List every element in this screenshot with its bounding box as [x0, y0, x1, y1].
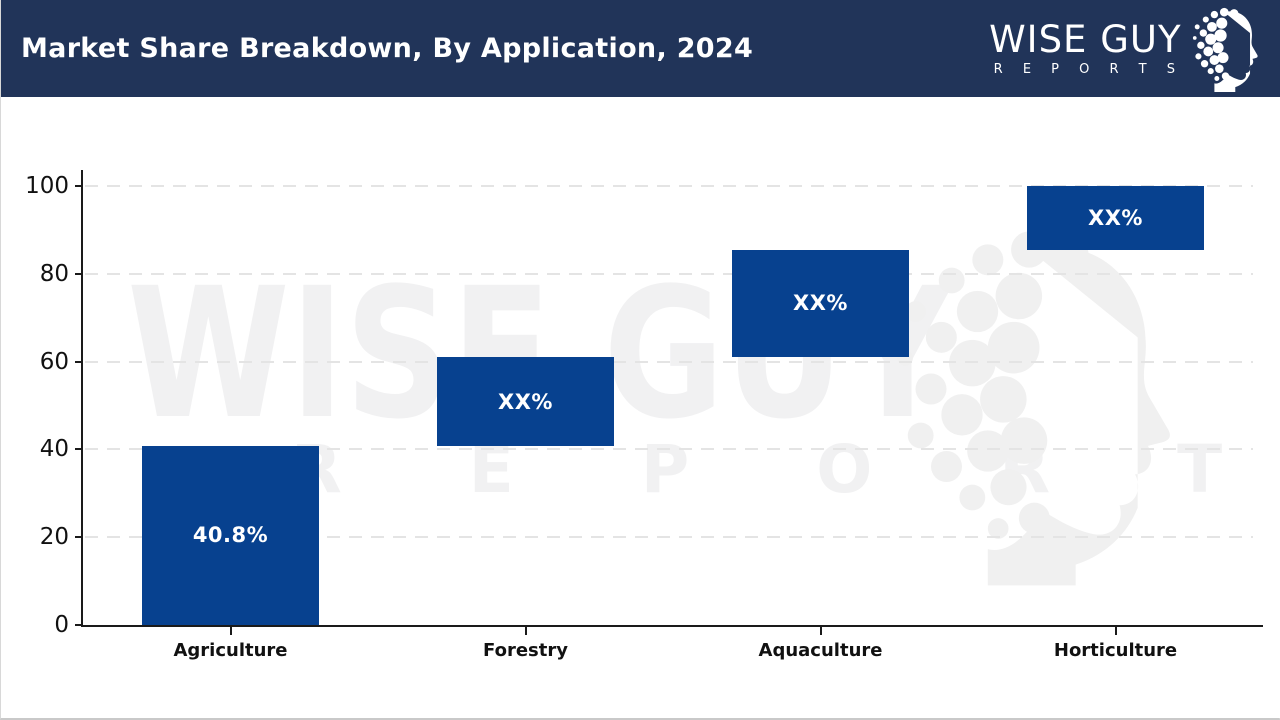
x-tick-mark: [229, 627, 232, 635]
brand-name: WISE GUY: [989, 17, 1182, 61]
y-tick-mark: [75, 185, 83, 187]
y-axis-line: [81, 170, 83, 627]
x-tick-mark: [1114, 627, 1117, 635]
bar-forestry: XX%: [437, 357, 614, 446]
waterfall-chart: WISE GUY R E P O R T S 02040608010040.8%…: [1, 97, 1280, 718]
x-tick-mark: [819, 627, 822, 635]
gridline-y20: [85, 536, 1253, 539]
y-tick-mark: [75, 360, 83, 363]
gridline-y60: [85, 360, 1253, 363]
bar-horticulture: XX%: [1027, 186, 1204, 250]
y-tick-mark: [75, 624, 83, 626]
y-tick-mark: [75, 448, 83, 451]
gridline-y40: [85, 448, 1253, 451]
bar-value-label: XX%: [793, 291, 848, 316]
watermark-brand-subtitle: R E P O R T S: [291, 431, 1280, 508]
bar-value-label: XX%: [1088, 205, 1143, 230]
y-tick-label: 100: [25, 173, 69, 199]
y-tick-label: 80: [39, 260, 69, 287]
brand-logo: WISE GUY R E P O R T S: [988, 6, 1267, 92]
y-tick-mark: [75, 272, 83, 275]
x-category-label: Horticulture: [1053, 640, 1178, 661]
bar-value-label: 40.8%: [192, 523, 269, 548]
head-profile-dots-icon: [1192, 7, 1258, 92]
page-title: Market Share Breakdown, By Application, …: [21, 33, 754, 64]
x-tick-mark: [524, 627, 527, 635]
x-category-label: Forestry: [483, 640, 568, 661]
header-banner: Market Share Breakdown, By Application, …: [1, 0, 1280, 97]
brand-logo-text: WISE GUY R E P O R T S: [988, 21, 1183, 77]
x-category-label: Aquaculture: [758, 640, 883, 661]
y-tick-label: 20: [39, 524, 69, 551]
gridline-y80: [85, 272, 1253, 275]
bar-value-label: XX%: [498, 389, 553, 414]
watermark-head-profile-dots-icon: [897, 231, 1170, 586]
y-tick-label: 60: [39, 348, 69, 375]
y-tick-mark: [75, 536, 83, 539]
x-category-label: Agriculture: [173, 640, 288, 661]
y-tick-label: 0: [54, 612, 69, 638]
bar-aquaculture: XX%: [732, 249, 909, 358]
gridline-y100: [85, 185, 1253, 187]
brand-subtitle: R E P O R T S: [993, 61, 1183, 77]
x-axis-line: [81, 625, 1263, 627]
y-tick-label: 40: [39, 436, 69, 463]
bar-agriculture: 40.8%: [142, 445, 319, 625]
